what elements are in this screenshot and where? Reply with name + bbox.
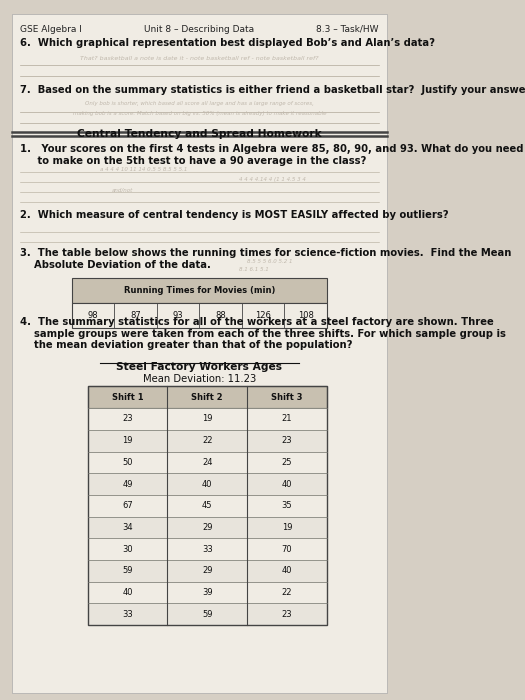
Text: 67: 67 — [122, 501, 133, 510]
Text: 8.3 – Task/HW: 8.3 – Task/HW — [316, 25, 379, 34]
Text: 21: 21 — [282, 414, 292, 424]
Text: 40: 40 — [282, 566, 292, 575]
Text: and/not: and/not — [112, 188, 133, 193]
FancyBboxPatch shape — [88, 517, 327, 538]
Text: 4 4 4 4.14 4 (1 1 4.5 3 4: 4 4 4 4.14 4 (1 1 4.5 3 4 — [239, 177, 306, 182]
FancyBboxPatch shape — [72, 278, 327, 303]
Text: 98: 98 — [88, 312, 98, 320]
FancyBboxPatch shape — [88, 582, 327, 603]
Text: 87: 87 — [130, 312, 141, 320]
Text: 108: 108 — [298, 312, 313, 320]
Text: 23: 23 — [281, 436, 292, 445]
Text: 59: 59 — [122, 566, 133, 575]
Text: That? basketball a note is date it - note basketball ref - note basketball ref?: That? basketball a note is date it - not… — [80, 56, 319, 61]
Text: Only bob is shorter, which based all score all large and has a large range of sc: Only bob is shorter, which based all sco… — [85, 102, 314, 106]
Text: Shift 2: Shift 2 — [192, 393, 223, 402]
Text: 40: 40 — [282, 480, 292, 489]
Text: 35: 35 — [281, 501, 292, 510]
Text: 3.  The table below shows the running times for science-fiction movies.  Find th: 3. The table below shows the running tim… — [20, 248, 511, 270]
Text: Central Tendency and Spread Homework: Central Tendency and Spread Homework — [77, 129, 322, 139]
Text: 45: 45 — [202, 501, 213, 510]
Text: 2.  Which measure of central tendency is MOST EASILY affected by outliers?: 2. Which measure of central tendency is … — [20, 210, 448, 220]
FancyBboxPatch shape — [88, 495, 327, 517]
Text: Unit 8 – Describing Data: Unit 8 – Describing Data — [144, 25, 254, 34]
Text: 8.5 5 5 6.0 5.2 1: 8.5 5 5 6.0 5.2 1 — [247, 259, 292, 264]
Text: 70: 70 — [281, 545, 292, 554]
FancyBboxPatch shape — [12, 14, 386, 693]
FancyBboxPatch shape — [88, 603, 327, 625]
FancyBboxPatch shape — [88, 430, 327, 452]
Text: 1.   Your scores on the first 4 tests in Algebra were 85, 80, 90, and 93. What d: 1. Your scores on the first 4 tests in A… — [20, 144, 523, 166]
Text: 23: 23 — [122, 414, 133, 424]
Text: 93: 93 — [173, 312, 183, 320]
Text: Steel Factory Workers Ages: Steel Factory Workers Ages — [116, 362, 282, 372]
Text: GSE Algebra I: GSE Algebra I — [20, 25, 82, 34]
Text: 34: 34 — [122, 523, 133, 532]
FancyBboxPatch shape — [88, 452, 327, 473]
Text: 23: 23 — [281, 610, 292, 619]
Text: 29: 29 — [202, 523, 213, 532]
FancyBboxPatch shape — [88, 560, 327, 582]
Text: making bob is a score. Match based on big vs. 50% (mean is already) to make it r: making bob is a score. Match based on bi… — [72, 111, 326, 116]
Text: 40: 40 — [122, 588, 133, 597]
Text: Running Times for Movies (min): Running Times for Movies (min) — [123, 286, 275, 295]
FancyBboxPatch shape — [88, 538, 327, 560]
Text: 8.1 6.1 5.1: 8.1 6.1 5.1 — [239, 267, 269, 272]
Text: 19: 19 — [122, 436, 133, 445]
FancyBboxPatch shape — [88, 408, 327, 430]
Text: 33: 33 — [122, 610, 133, 619]
Text: 88: 88 — [215, 312, 226, 320]
Text: 126: 126 — [255, 312, 271, 320]
Text: 25: 25 — [282, 458, 292, 467]
Text: 19: 19 — [202, 414, 213, 424]
Text: 59: 59 — [202, 610, 213, 619]
Text: 49: 49 — [122, 480, 133, 489]
Text: Shift 3: Shift 3 — [271, 393, 303, 402]
FancyBboxPatch shape — [88, 473, 327, 495]
Text: Shift 1: Shift 1 — [112, 393, 143, 402]
Text: 33: 33 — [202, 545, 213, 554]
Text: 30: 30 — [122, 545, 133, 554]
Text: 7.  Based on the summary statistics is either friend a basketball star?  Justify: 7. Based on the summary statistics is ei… — [20, 85, 525, 95]
Text: 24: 24 — [202, 458, 213, 467]
Text: Mean Deviation: 11.23: Mean Deviation: 11.23 — [143, 374, 256, 384]
Text: 39: 39 — [202, 588, 213, 597]
Text: 19: 19 — [282, 523, 292, 532]
Text: 40: 40 — [202, 480, 213, 489]
FancyBboxPatch shape — [72, 303, 327, 328]
Text: 6.  Which graphical representation best displayed Bob’s and Alan’s data?: 6. Which graphical representation best d… — [20, 38, 435, 48]
Text: 4.  The summary statistics for all of the workers at a steel factory are shown. : 4. The summary statistics for all of the… — [20, 317, 506, 350]
Text: a 4 4 4 10 11 14 0.5 5 8.5 5 5.1: a 4 4 4 10 11 14 0.5 5 8.5 5 5.1 — [100, 167, 187, 172]
FancyBboxPatch shape — [88, 386, 327, 408]
Text: 29: 29 — [202, 566, 213, 575]
Text: 22: 22 — [202, 436, 213, 445]
Text: 22: 22 — [282, 588, 292, 597]
Text: 50: 50 — [122, 458, 133, 467]
